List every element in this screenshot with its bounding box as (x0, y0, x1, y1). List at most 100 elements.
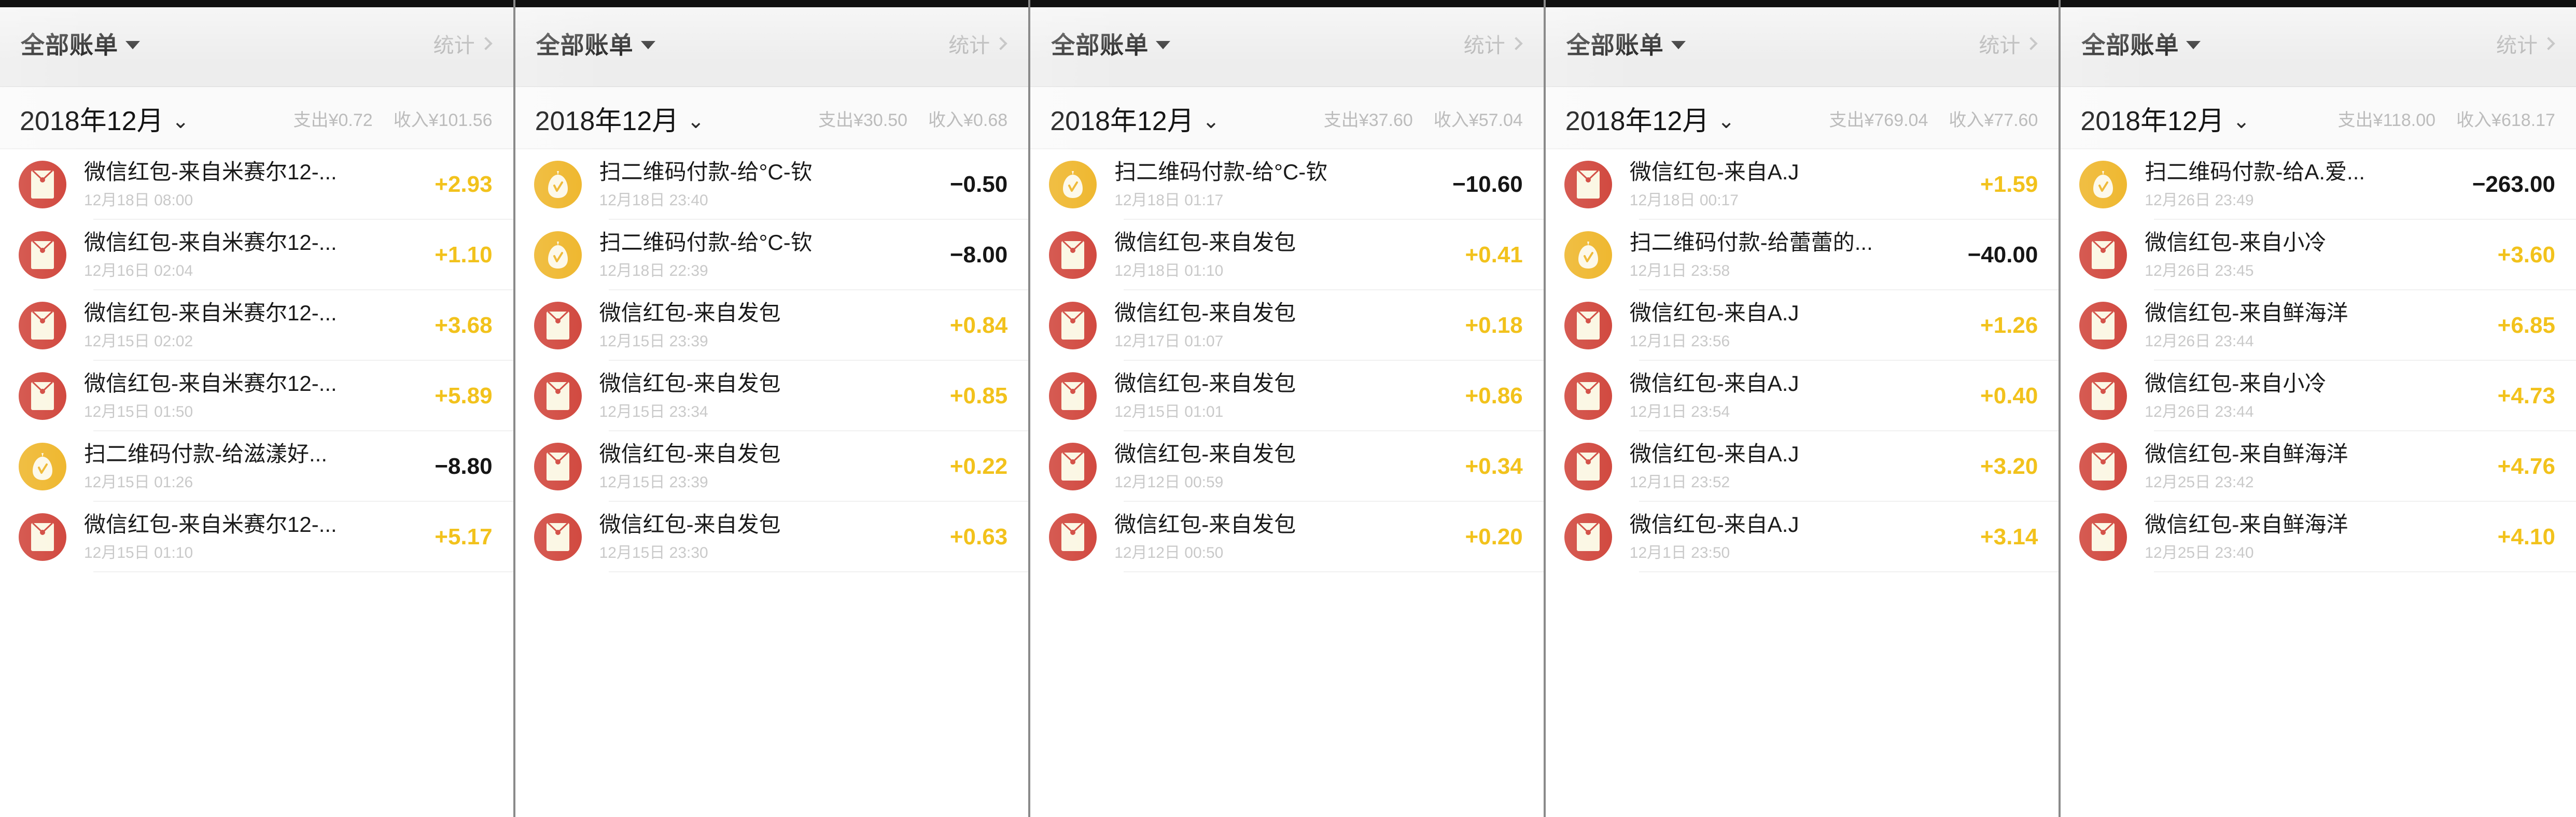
month-picker[interactable]: 2018年12月 ⌄ (535, 99, 705, 138)
transaction-title: 微信红包-来自米赛尔12-... (84, 301, 337, 326)
bill-filter-label: 全部账单 (1566, 32, 1664, 59)
chevron-down-icon: ⌄ (1202, 109, 1220, 133)
transaction-text: 微信红包-来自小冷 12月26日 23:45 (2145, 231, 2485, 279)
transaction-row[interactable]: 微信红包-来自小冷 12月26日 23:44 +4.73 (2061, 361, 2576, 431)
red-envelope-icon (1564, 372, 1612, 420)
transaction-date: 12月15日 23:30 (599, 544, 708, 561)
bill-filter-button[interactable]: 全部账单 (21, 21, 140, 66)
chevron-down-icon: ⌄ (687, 109, 705, 133)
transaction-row[interactable]: 微信红包-来自米赛尔12-... 12月15日 01:50 +5.89 (0, 361, 513, 431)
month-picker[interactable]: 2018年12月 ⌄ (20, 99, 189, 138)
transaction-row[interactable]: 微信红包-来自发包 12月15日 23:39 +0.84 (515, 290, 1029, 361)
transaction-text: 微信红包-来自发包 12月15日 23:39 (599, 442, 937, 490)
transaction-row[interactable]: 微信红包-来自A.J 12月1日 23:52 +3.20 (1546, 431, 2059, 502)
statistics-link[interactable]: 统计 (948, 29, 1007, 59)
money-bag-icon (2079, 161, 2127, 208)
transaction-row[interactable]: 扫二维码付款-给°C-钦 12月18日 23:40 −0.50 (515, 149, 1029, 220)
month-picker[interactable]: 2018年12月 ⌄ (2080, 99, 2250, 138)
transaction-title: 微信红包-来自发包 (1114, 442, 1296, 467)
transaction-row[interactable]: 微信红包-来自A.J 12月1日 23:56 +1.26 (1546, 290, 2059, 361)
wechat-bill-screen-4: 全部账单 统计 2018年12月 ⌄ 支出¥769.04 收入¥77.60 微信… (1545, 0, 2061, 817)
transaction-row[interactable]: 微信红包-来自A.J 12月1日 23:54 +0.40 (1546, 361, 2059, 431)
transaction-date: 12月26日 23:44 (2145, 332, 2254, 350)
transaction-date: 12月15日 23:34 (599, 403, 708, 420)
statistics-link[interactable]: 统计 (1979, 29, 2038, 59)
bill-filter-button[interactable]: 全部账单 (536, 21, 655, 66)
transaction-amount: −10.60 (1452, 172, 1523, 197)
statistics-link[interactable]: 统计 (1464, 29, 1523, 59)
transaction-row[interactable]: 微信红包-来自A.J 12月18日 00:17 +1.59 (1546, 149, 2059, 220)
transaction-date: 12月18日 23:40 (599, 191, 708, 209)
statistics-label: 统计 (2496, 34, 2538, 57)
transaction-amount: −0.50 (949, 172, 1008, 197)
transaction-row[interactable]: 微信红包-来自米赛尔12-... 12月16日 02:04 +1.10 (0, 220, 513, 290)
transaction-row[interactable]: 扫二维码付款-给°C-钦 12月18日 22:39 −8.00 (515, 220, 1029, 290)
month-label: 2018年12月 (1565, 106, 1710, 136)
month-picker[interactable]: 2018年12月 ⌄ (1565, 99, 1735, 138)
transaction-text: 扫二维码付款-给滋漾好... 12月15日 01:26 (84, 442, 422, 490)
transaction-title: 扫二维码付款-给°C-钦 (599, 231, 813, 255)
bill-filter-button[interactable]: 全部账单 (1051, 21, 1171, 66)
red-envelope-icon (1049, 302, 1097, 349)
month-label: 2018年12月 (1050, 106, 1194, 136)
transaction-list[interactable]: 微信红包-来自A.J 12月18日 00:17 +1.59 扫二维码付款-给蕾蕾的..… (1545, 149, 2059, 572)
transaction-row[interactable]: 微信红包-来自发包 12月18日 01:10 +0.41 (1030, 220, 1544, 290)
chevron-down-icon (1156, 41, 1171, 49)
transaction-date: 12月15日 23:39 (599, 473, 708, 491)
transaction-text: 微信红包-来自鲜海洋 12月25日 23:42 (2145, 442, 2485, 490)
transaction-date: 12月12日 00:59 (1114, 473, 1224, 491)
transaction-row[interactable]: 微信红包-来自发包 12月17日 01:07 +0.18 (1030, 290, 1544, 361)
transaction-row[interactable]: 微信红包-来自A.J 12月1日 23:50 +3.14 (1546, 502, 2059, 572)
transaction-row[interactable]: 微信红包-来自发包 12月15日 23:39 +0.22 (515, 431, 1029, 502)
transaction-row[interactable]: 扫二维码付款-给A.爱... 12月26日 23:49 −263.00 (2061, 149, 2576, 220)
transaction-row[interactable]: 微信红包-来自米赛尔12-... 12月15日 01:10 +5.17 (0, 502, 513, 572)
transaction-title: 微信红包-来自A.J (1629, 513, 1799, 537)
transaction-text: 微信红包-来自米赛尔12-... 12月18日 08:00 (84, 160, 422, 208)
transaction-list[interactable]: 扫二维码付款-给°C-钦 12月18日 01:17 −10.60 微信红包-来自发包 1… (1030, 149, 1544, 572)
transaction-row[interactable]: 微信红包-来自鲜海洋 12月25日 23:42 +4.76 (2061, 431, 2576, 502)
transaction-row[interactable]: 微信红包-来自发包 12月15日 23:34 +0.85 (515, 361, 1029, 431)
transaction-row[interactable]: 微信红包-来自发包 12月12日 00:59 +0.34 (1030, 431, 1544, 502)
transaction-title: 扫二维码付款-给°C-钦 (599, 160, 813, 185)
month-picker[interactable]: 2018年12月 ⌄ (1050, 99, 1220, 138)
transaction-amount: +3.14 (1980, 524, 2038, 550)
statistics-link[interactable]: 统计 (433, 29, 493, 59)
transaction-text: 扫二维码付款-给°C-钦 12月18日 22:39 (599, 231, 937, 279)
transaction-row[interactable]: 扫二维码付款-给°C-钦 12月18日 01:17 −10.60 (1030, 149, 1544, 220)
money-bag-icon (19, 443, 66, 490)
transaction-title: 微信红包-来自鲜海洋 (2145, 442, 2348, 467)
bill-filter-button[interactable]: 全部账单 (1566, 21, 1686, 66)
transaction-row[interactable]: 微信红包-来自发包 12月15日 23:30 +0.63 (515, 502, 1029, 572)
bill-filter-button[interactable]: 全部账单 (2081, 21, 2201, 66)
income-total: 收入¥101.56 (393, 110, 493, 130)
transaction-title: 微信红包-来自米赛尔12-... (84, 231, 337, 255)
transaction-amount: +0.63 (949, 524, 1008, 550)
transaction-list[interactable]: 扫二维码付款-给A.爱... 12月26日 23:49 −263.00 微信红包-来自… (2061, 149, 2576, 572)
transaction-date: 12月17日 01:07 (1114, 332, 1224, 350)
transaction-text: 微信红包-来自A.J 12月1日 23:54 (1630, 372, 1968, 420)
transaction-row[interactable]: 微信红包-来自鲜海洋 12月26日 23:44 +6.85 (2061, 290, 2576, 361)
transaction-list[interactable]: 扫二维码付款-给°C-钦 12月18日 23:40 −0.50 扫二维码付款-给°C-… (515, 149, 1029, 572)
transaction-list[interactable]: 微信红包-来自米赛尔12-... 12月18日 08:00 +2.93 微信红包-来自… (0, 149, 513, 572)
transaction-amount: +0.40 (1980, 383, 2038, 408)
transaction-row[interactable]: 扫二维码付款-给滋漾好... 12月15日 01:26 −8.80 (0, 431, 513, 502)
month-summary-bar: 2018年12月 ⌄ 支出¥769.04 收入¥77.60 (1545, 87, 2059, 149)
red-envelope-icon (534, 302, 582, 349)
transaction-row[interactable]: 微信红包-来自鲜海洋 12月25日 23:40 +4.10 (2061, 502, 2576, 572)
transaction-row[interactable]: 微信红包-来自小冷 12月26日 23:45 +3.60 (2061, 220, 2576, 290)
status-bar-strip (1030, 0, 1544, 7)
chevron-right-icon (479, 37, 493, 50)
transaction-row[interactable]: 微信红包-来自发包 12月15日 01:01 +0.86 (1030, 361, 1544, 431)
transaction-date: 12月15日 23:39 (599, 332, 708, 350)
transaction-date: 12月18日 00:17 (1629, 191, 1739, 209)
statistics-link[interactable]: 统计 (2496, 29, 2555, 59)
red-envelope-icon (2079, 443, 2127, 490)
screen-header: 全部账单 统计 (0, 0, 513, 87)
transaction-amount: +3.20 (1980, 454, 2038, 479)
transaction-row[interactable]: 微信红包-来自发包 12月12日 00:50 +0.20 (1030, 502, 1544, 572)
transaction-row[interactable]: 微信红包-来自米赛尔12-... 12月18日 08:00 +2.93 (0, 149, 513, 220)
transaction-text: 微信红包-来自发包 12月17日 01:07 (1114, 301, 1452, 349)
wechat-bill-screen-2: 全部账单 统计 2018年12月 ⌄ 支出¥30.50 收入¥0.68 扫二维码… (515, 0, 1031, 817)
transaction-row[interactable]: 微信红包-来自米赛尔12-... 12月15日 02:02 +3.68 (0, 290, 513, 361)
transaction-row[interactable]: 扫二维码付款-给蕾蕾的... 12月1日 23:58 −40.00 (1546, 220, 2059, 290)
